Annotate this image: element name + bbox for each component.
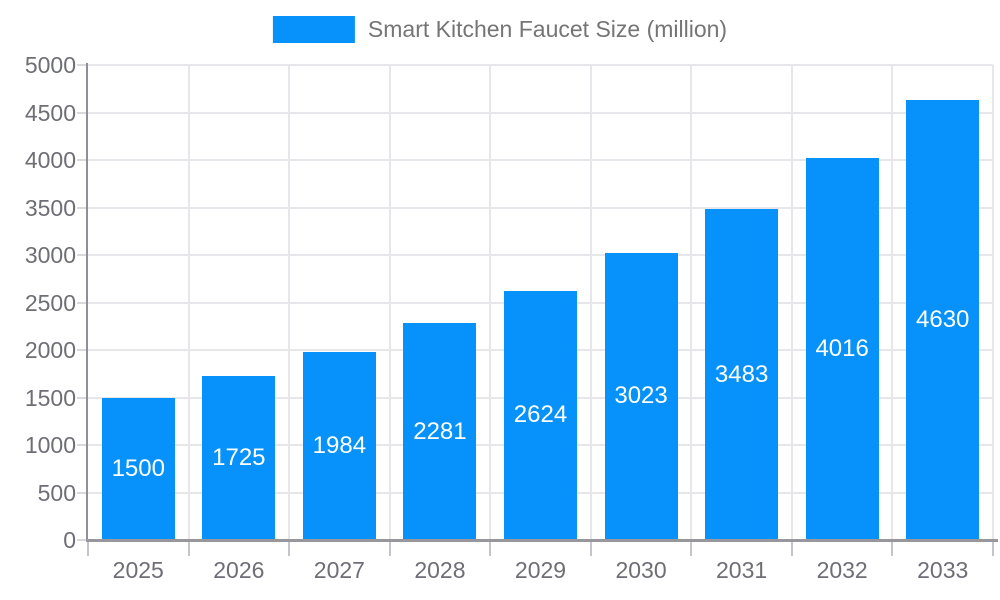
- bar-value-label: 2281: [413, 417, 467, 445]
- x-tick-label: 2026: [213, 557, 265, 583]
- y-tick-label: 1000: [24, 432, 76, 458]
- x-tick-mark: [891, 542, 894, 556]
- y-tick-label: 1500: [24, 384, 76, 411]
- y-tick-mark: [77, 64, 86, 66]
- chart-legend[interactable]: Smart Kitchen Faucet Size (million): [272, 16, 728, 43]
- x-tick-mark: [288, 542, 291, 556]
- bar[interactable]: 1500: [101, 397, 175, 540]
- gridline-v: [187, 65, 190, 540]
- bar-value-label: 4630: [916, 306, 970, 334]
- y-tick-mark: [77, 396, 86, 399]
- bar[interactable]: 1725: [202, 376, 276, 540]
- bar[interactable]: 4630: [906, 100, 980, 540]
- y-tick-label: 2000: [24, 337, 76, 363]
- x-tick-label: 2030: [615, 557, 667, 583]
- x-tick-label: 2032: [816, 557, 868, 583]
- x-tick-mark: [690, 542, 693, 556]
- x-tick-mark: [187, 542, 190, 556]
- x-tick-label: 2027: [313, 557, 365, 583]
- y-tick-label: 2500: [24, 289, 76, 316]
- x-tick-mark: [992, 542, 994, 556]
- bar-value-label: 3483: [714, 360, 769, 388]
- y-tick-mark: [77, 491, 86, 494]
- gridline-h: [88, 111, 993, 114]
- gridline-v: [288, 65, 291, 540]
- bar-value-label: 1500: [111, 454, 165, 482]
- y-tick-mark: [77, 111, 86, 114]
- bar[interactable]: 3023: [604, 252, 678, 540]
- bar-value-label: 1725: [212, 444, 266, 472]
- y-tick-mark: [77, 444, 86, 446]
- gridline-v: [992, 65, 994, 540]
- bar[interactable]: 4016: [805, 158, 879, 540]
- bar-value-label: 1984: [312, 431, 367, 459]
- y-tick-mark: [77, 349, 86, 351]
- y-tick-label: 4500: [24, 99, 76, 126]
- gridline-v: [690, 65, 693, 540]
- y-axis-line: [86, 63, 88, 540]
- legend-label: Smart Kitchen Faucet Size (million): [367, 16, 728, 42]
- x-tick-mark: [489, 542, 492, 556]
- bar[interactable]: 3483: [705, 209, 779, 540]
- x-tick-label: 2025: [112, 557, 164, 583]
- gridline-h: [88, 64, 993, 66]
- x-tick-label: 2029: [514, 557, 567, 583]
- plot-area: 1500 1725 1984 2281 2624 3023 3483 4016 4630: [88, 64, 994, 540]
- x-tick-label: 2033: [917, 557, 969, 583]
- y-tick-mark: [77, 301, 86, 304]
- gridline-v: [489, 65, 492, 540]
- y-tick-label: 0: [63, 527, 76, 553]
- bar[interactable]: 2281: [403, 323, 477, 540]
- x-tick-label: 2028: [414, 557, 466, 583]
- y-tick-label: 3000: [24, 242, 76, 268]
- y-tick-label: 500: [37, 479, 76, 506]
- gridline-h: [88, 206, 993, 209]
- y-tick-label: 5000: [24, 52, 76, 78]
- x-tick-label: 2031: [716, 557, 768, 583]
- bar-value-label: 3023: [614, 382, 668, 410]
- y-tick-mark: [77, 539, 86, 541]
- y-tick-label: 3500: [24, 194, 76, 221]
- y-tick-mark: [77, 254, 86, 256]
- bar-value-label: 2624: [513, 401, 568, 429]
- legend-swatch: [272, 16, 355, 43]
- y-tick-mark: [77, 206, 86, 209]
- gridline-v: [388, 65, 391, 540]
- x-tick-mark: [388, 542, 391, 556]
- x-tick-mark: [87, 542, 89, 556]
- x-axis-line: [86, 539, 998, 542]
- gridline-h: [88, 159, 993, 161]
- bar[interactable]: 1984: [302, 351, 376, 540]
- gridline-h: [88, 254, 993, 256]
- gridline-v: [790, 65, 793, 540]
- gridline-v: [589, 65, 592, 540]
- y-tick-label: 4000: [24, 147, 76, 173]
- bar-value-label: 4016: [815, 335, 869, 363]
- gridline-v: [891, 65, 894, 540]
- bar[interactable]: 2624: [504, 290, 577, 540]
- x-tick-mark: [589, 542, 592, 556]
- y-tick-mark: [77, 159, 86, 161]
- x-tick-mark: [790, 542, 793, 556]
